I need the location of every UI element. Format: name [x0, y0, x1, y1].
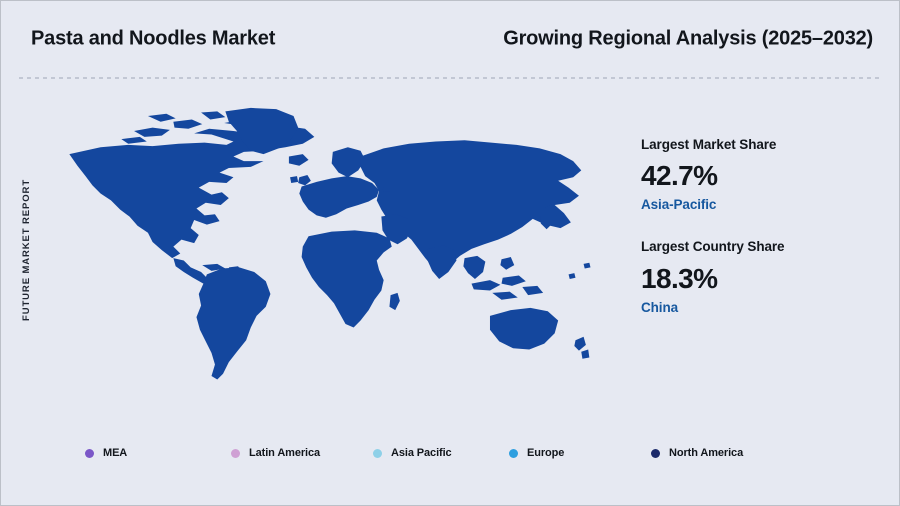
- stat-block-country-share: Largest Country Share 18.3% China: [641, 239, 891, 315]
- stat-block-market-share: Largest Market Share 42.7% Asia-Pacific: [641, 137, 891, 213]
- legend-label: Latin America: [249, 447, 321, 459]
- stat-label: Largest Market Share: [641, 137, 777, 152]
- region-central-america: [173, 258, 209, 284]
- region-new-zealand-1: [574, 336, 586, 351]
- region-australia: [489, 307, 559, 350]
- region-new-guinea: [522, 285, 544, 296]
- stat-value: 42.7%: [641, 160, 718, 192]
- arctic-isles-5: [121, 136, 147, 144]
- legend-dot-icon: [651, 448, 660, 458]
- legend-dot-icon: [85, 448, 94, 458]
- region-india: [427, 245, 457, 279]
- legend-item-asia-pacific: Asia Pacific: [373, 447, 452, 459]
- world-map-svg: [69, 107, 591, 380]
- region-greenland: [225, 107, 299, 155]
- vertical-brand-label: FUTURE MARKET REPORT: [21, 178, 32, 321]
- legend-dot-icon: [231, 448, 240, 458]
- arctic-isles-1: [134, 127, 170, 137]
- region-africa: [301, 230, 392, 328]
- region-indonesia-3: [492, 291, 518, 300]
- arctic-isles-2: [173, 119, 203, 129]
- region-indonesia-1: [471, 280, 501, 291]
- legend-label: North America: [669, 447, 744, 459]
- map-legend: MEA Latin America Asia Pacific Europe No…: [85, 447, 785, 469]
- legend-dot-icon: [373, 448, 382, 458]
- stats-panel: Largest Market Share 42.7% Asia-Pacific …: [641, 137, 891, 316]
- legend-label: Asia Pacific: [391, 447, 452, 459]
- header-bar: Pasta and Noodles Market Growing Regiona…: [1, 1, 899, 79]
- region-south-america: [196, 267, 271, 380]
- legend-dot-icon: [509, 448, 518, 458]
- stat-region: Asia-Pacific: [641, 197, 717, 213]
- legend-item-north-america: North America: [651, 447, 743, 459]
- region-british-isles: [298, 174, 311, 186]
- region-ireland: [290, 176, 299, 184]
- arctic-isles-3: [147, 113, 176, 122]
- stat-label: Largest Country Share: [641, 239, 785, 255]
- region-scandinavia: [331, 147, 366, 178]
- region-north-america: [69, 119, 315, 259]
- legend-item-latin-america: Latin America: [231, 447, 320, 459]
- region-philippines: [500, 257, 515, 270]
- map-landmasses: [69, 107, 591, 380]
- stat-value: 18.3%: [641, 262, 718, 294]
- island-speck-1: [583, 262, 591, 269]
- region-southeast-asia: [463, 255, 486, 279]
- page-title: Pasta and Noodles Market: [31, 27, 276, 50]
- region-europe: [299, 176, 380, 218]
- legend-item-mea: MEA: [85, 447, 127, 459]
- legend-item-europe: Europe: [509, 447, 564, 459]
- island-speck-3: [382, 186, 391, 193]
- legend-label: Europe: [527, 447, 565, 459]
- region-asia: [360, 140, 582, 270]
- stat-region: China: [641, 299, 679, 315]
- world-map: [59, 101, 639, 413]
- header-divider: [19, 77, 883, 79]
- region-japan: [540, 203, 559, 230]
- region-madagascar: [389, 292, 400, 311]
- region-middle-east: [381, 214, 413, 245]
- island-speck-2: [568, 273, 576, 279]
- region-indonesia-2: [501, 275, 526, 286]
- legend-label: MEA: [103, 447, 128, 459]
- header-subtitle: Growing Regional Analysis (2025–2032): [503, 27, 873, 50]
- arctic-isles-4: [201, 111, 226, 120]
- region-caribbean: [202, 263, 226, 271]
- region-new-zealand-2: [581, 349, 590, 359]
- region-iceland: [288, 154, 309, 166]
